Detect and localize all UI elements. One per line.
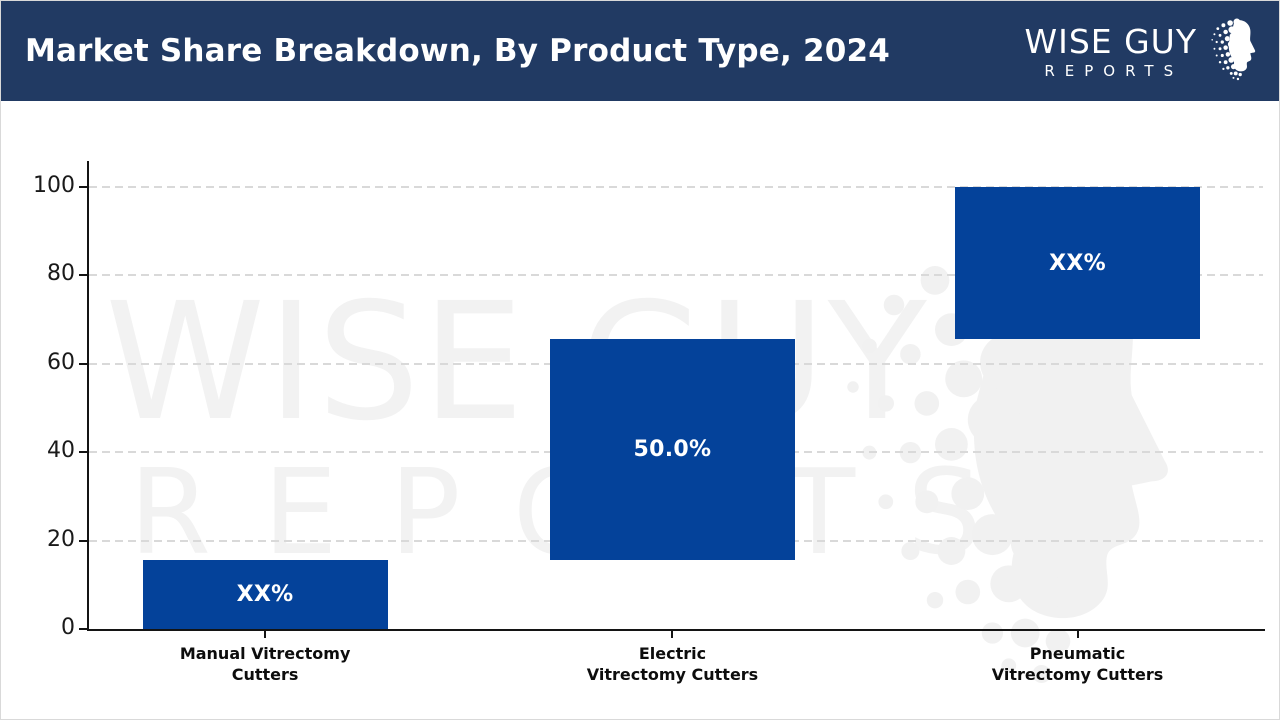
logo-subtitle: REPORTS	[1044, 62, 1184, 80]
bar-value-label: 50.0%	[633, 437, 712, 463]
wiseguy-face-icon	[1211, 18, 1256, 81]
header-banner: Market Share Breakdown, By Product Type,…	[1, 1, 1279, 101]
category-label: Pneumatic Vitrectomy Cutters	[918, 643, 1238, 685]
category-label-line: Manual Vitrectomy	[179, 644, 351, 663]
category-label-line: Pneumatic	[1029, 644, 1126, 663]
bar-segment: 50.0%	[549, 339, 795, 561]
chart-area: WISE GUY REPORTS XX%50.0%XX% 02040608010…	[1, 101, 1279, 719]
y-tick-mark	[79, 186, 87, 188]
bar-value-label: XX%	[236, 582, 294, 608]
y-gridline	[89, 274, 1263, 277]
axis-layer: 0 20 40 60 80 100 Manual Vitrectomy Cutters Elec…	[1, 101, 1279, 719]
y-tick-label: 100	[33, 173, 75, 198]
y-tick-label: 20	[47, 526, 75, 552]
y-tick-label: 40	[47, 438, 75, 464]
category-label-line: Electric	[638, 644, 707, 663]
category-label-line: Vitrectomy Cutters	[586, 665, 759, 685]
y-tick-label: 80	[47, 261, 75, 287]
y-tick-mark	[79, 274, 87, 277]
chart-title: Market Share Breakdown, By Product Type,…	[25, 33, 891, 69]
wiseguy-logo: WISE GUY REPORTS	[1024, 10, 1257, 92]
y-tick-mark	[79, 451, 87, 454]
x-tick-mark	[264, 631, 267, 638]
x-tick-mark	[671, 631, 674, 638]
y-tick-mark	[79, 628, 87, 630]
y-tick-label: 60	[47, 349, 75, 375]
y-tick-label: 0	[61, 615, 75, 640]
x-tick-mark	[1076, 631, 1079, 638]
category-label-line: Vitrectomy Cutters	[991, 665, 1164, 685]
y-tick-mark	[79, 539, 87, 542]
category-label: Manual Vitrectomy Cutters	[105, 643, 425, 685]
category-label-line: Cutters	[231, 665, 299, 685]
x-axis-line	[87, 629, 1265, 631]
y-axis-line	[87, 161, 89, 631]
y-gridline	[89, 186, 1263, 188]
bar-segment: XX%	[142, 560, 388, 629]
logo-wordmark: WISE GUY	[1024, 22, 1197, 61]
y-tick-mark	[79, 362, 87, 365]
category-label: Electric Vitrectomy Cutters	[512, 643, 832, 685]
logo-text: WISE GUY REPORTS	[1024, 22, 1197, 80]
